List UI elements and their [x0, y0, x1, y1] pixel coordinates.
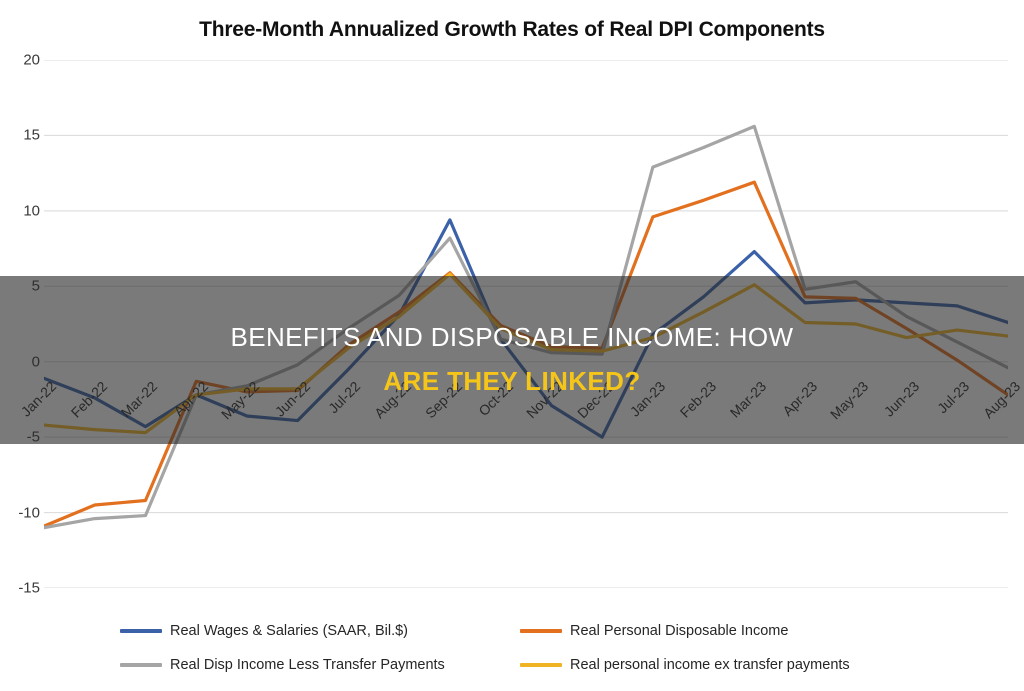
legend-label: Real Disp Income Less Transfer Payments [170, 657, 445, 673]
y-tick-label: -10 [18, 504, 40, 522]
legend-swatch-icon [120, 663, 162, 667]
legend-swatch-icon [520, 629, 562, 633]
legend-entry[interactable]: Real Wages & Salaries (SAAR, Bil.$) [120, 623, 520, 639]
legend-entry[interactable]: Real personal income ex transfer payment… [520, 657, 910, 673]
overlay-headline-line2: ARE THEY LINKED? [383, 366, 641, 396]
legend-entry[interactable]: Real Personal Disposable Income [520, 623, 910, 639]
y-tick-label: -15 [18, 579, 40, 597]
legend-entry[interactable]: Real Disp Income Less Transfer Payments [120, 657, 520, 673]
y-tick-label: 20 [23, 51, 40, 69]
legend-label: Real Personal Disposable Income [570, 623, 789, 639]
chart-legend: Real Wages & Salaries (SAAR, Bil.$) Real … [120, 614, 910, 682]
y-tick-label: 10 [23, 202, 40, 220]
overlay-banner [0, 276, 1024, 444]
y-tick-label: 15 [23, 126, 40, 144]
legend-swatch-icon [520, 663, 562, 667]
overlay-headline-line1: BENEFITS AND DISPOSABLE INCOME: HOW [230, 322, 794, 352]
chart-title: Three-Month Annualized Growth Rates of R… [199, 18, 825, 41]
legend-swatch-icon [120, 629, 162, 633]
legend-label: Real personal income ex transfer payment… [570, 657, 850, 673]
legend-label: Real Wages & Salaries (SAAR, Bil.$) [170, 623, 408, 639]
